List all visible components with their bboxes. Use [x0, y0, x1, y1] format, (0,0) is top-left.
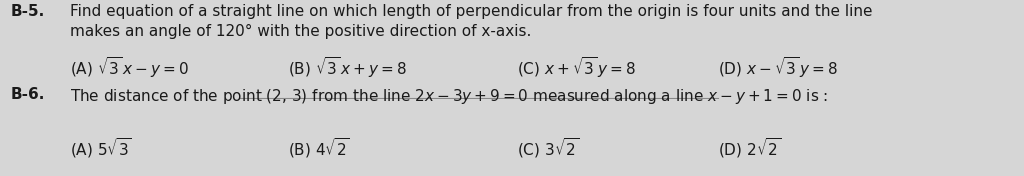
- Text: B-6.: B-6.: [11, 87, 45, 102]
- Text: Find equation of a straight line on which length of perpendicular from the origi: Find equation of a straight line on whic…: [71, 4, 872, 39]
- Text: The distance of the point (2, 3) from the line $2x - 3y + 9 = 0$ measured along : The distance of the point (2, 3) from th…: [71, 87, 828, 106]
- Text: (B) $4\sqrt{2}$: (B) $4\sqrt{2}$: [288, 136, 350, 160]
- Text: (C) $x + \sqrt{3}\,y = 8$: (C) $x + \sqrt{3}\,y = 8$: [517, 55, 636, 80]
- Text: (D) $x - \sqrt{3}\,y = 8$: (D) $x - \sqrt{3}\,y = 8$: [718, 55, 838, 80]
- Text: (A) $5\sqrt{3}$: (A) $5\sqrt{3}$: [71, 136, 132, 160]
- Text: (B) $\sqrt{3}\,x + y = 8$: (B) $\sqrt{3}\,x + y = 8$: [288, 55, 407, 80]
- Text: (C) $3\sqrt{2}$: (C) $3\sqrt{2}$: [517, 136, 580, 160]
- Text: B-5.: B-5.: [11, 4, 45, 19]
- Text: (A) $\sqrt{3}\,x - y = 0$: (A) $\sqrt{3}\,x - y = 0$: [71, 55, 188, 80]
- Text: (D) $2\sqrt{2}$: (D) $2\sqrt{2}$: [718, 136, 781, 160]
